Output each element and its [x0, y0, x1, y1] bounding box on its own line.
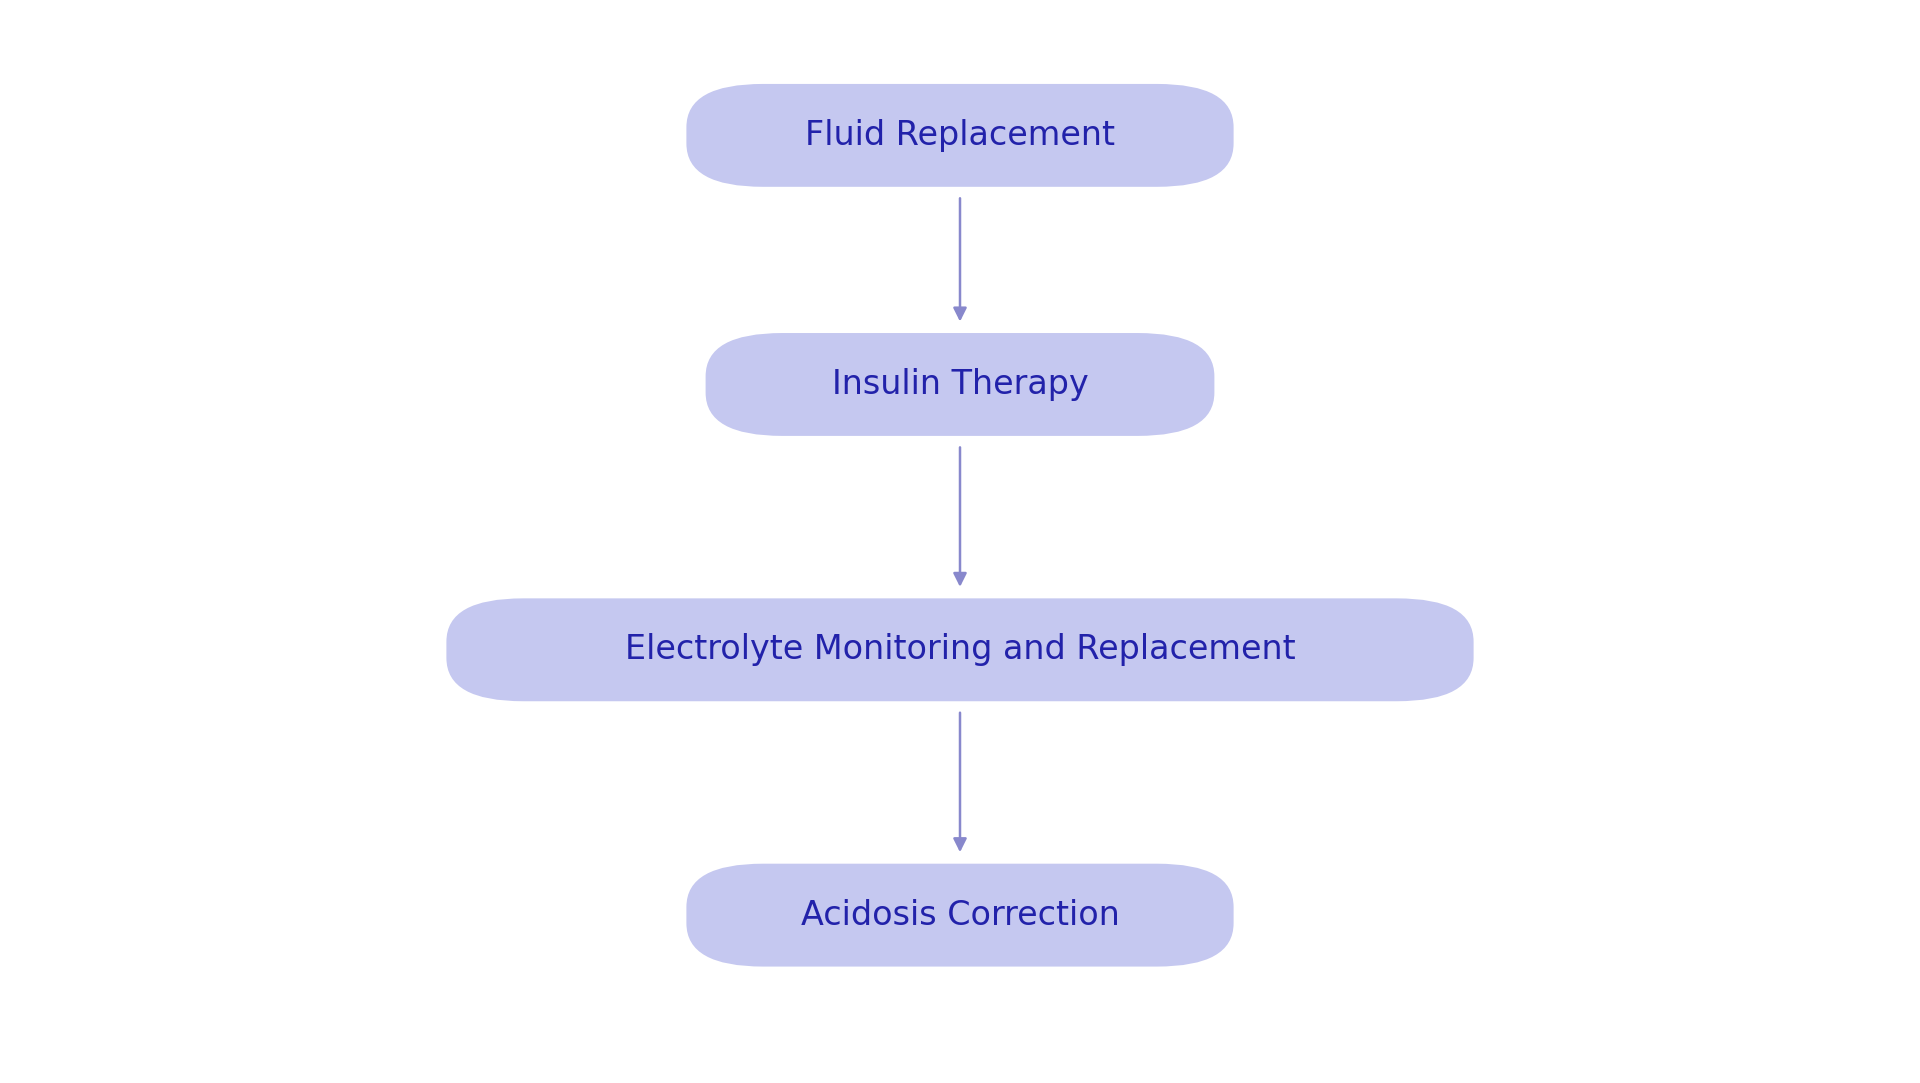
Text: Insulin Therapy: Insulin Therapy: [831, 368, 1089, 401]
Text: Electrolyte Monitoring and Replacement: Electrolyte Monitoring and Replacement: [624, 634, 1296, 666]
FancyBboxPatch shape: [687, 84, 1235, 186]
FancyBboxPatch shape: [707, 334, 1215, 435]
FancyBboxPatch shape: [445, 598, 1475, 702]
Text: Fluid Replacement: Fluid Replacement: [804, 119, 1116, 152]
FancyBboxPatch shape: [687, 864, 1235, 966]
Text: Acidosis Correction: Acidosis Correction: [801, 899, 1119, 931]
